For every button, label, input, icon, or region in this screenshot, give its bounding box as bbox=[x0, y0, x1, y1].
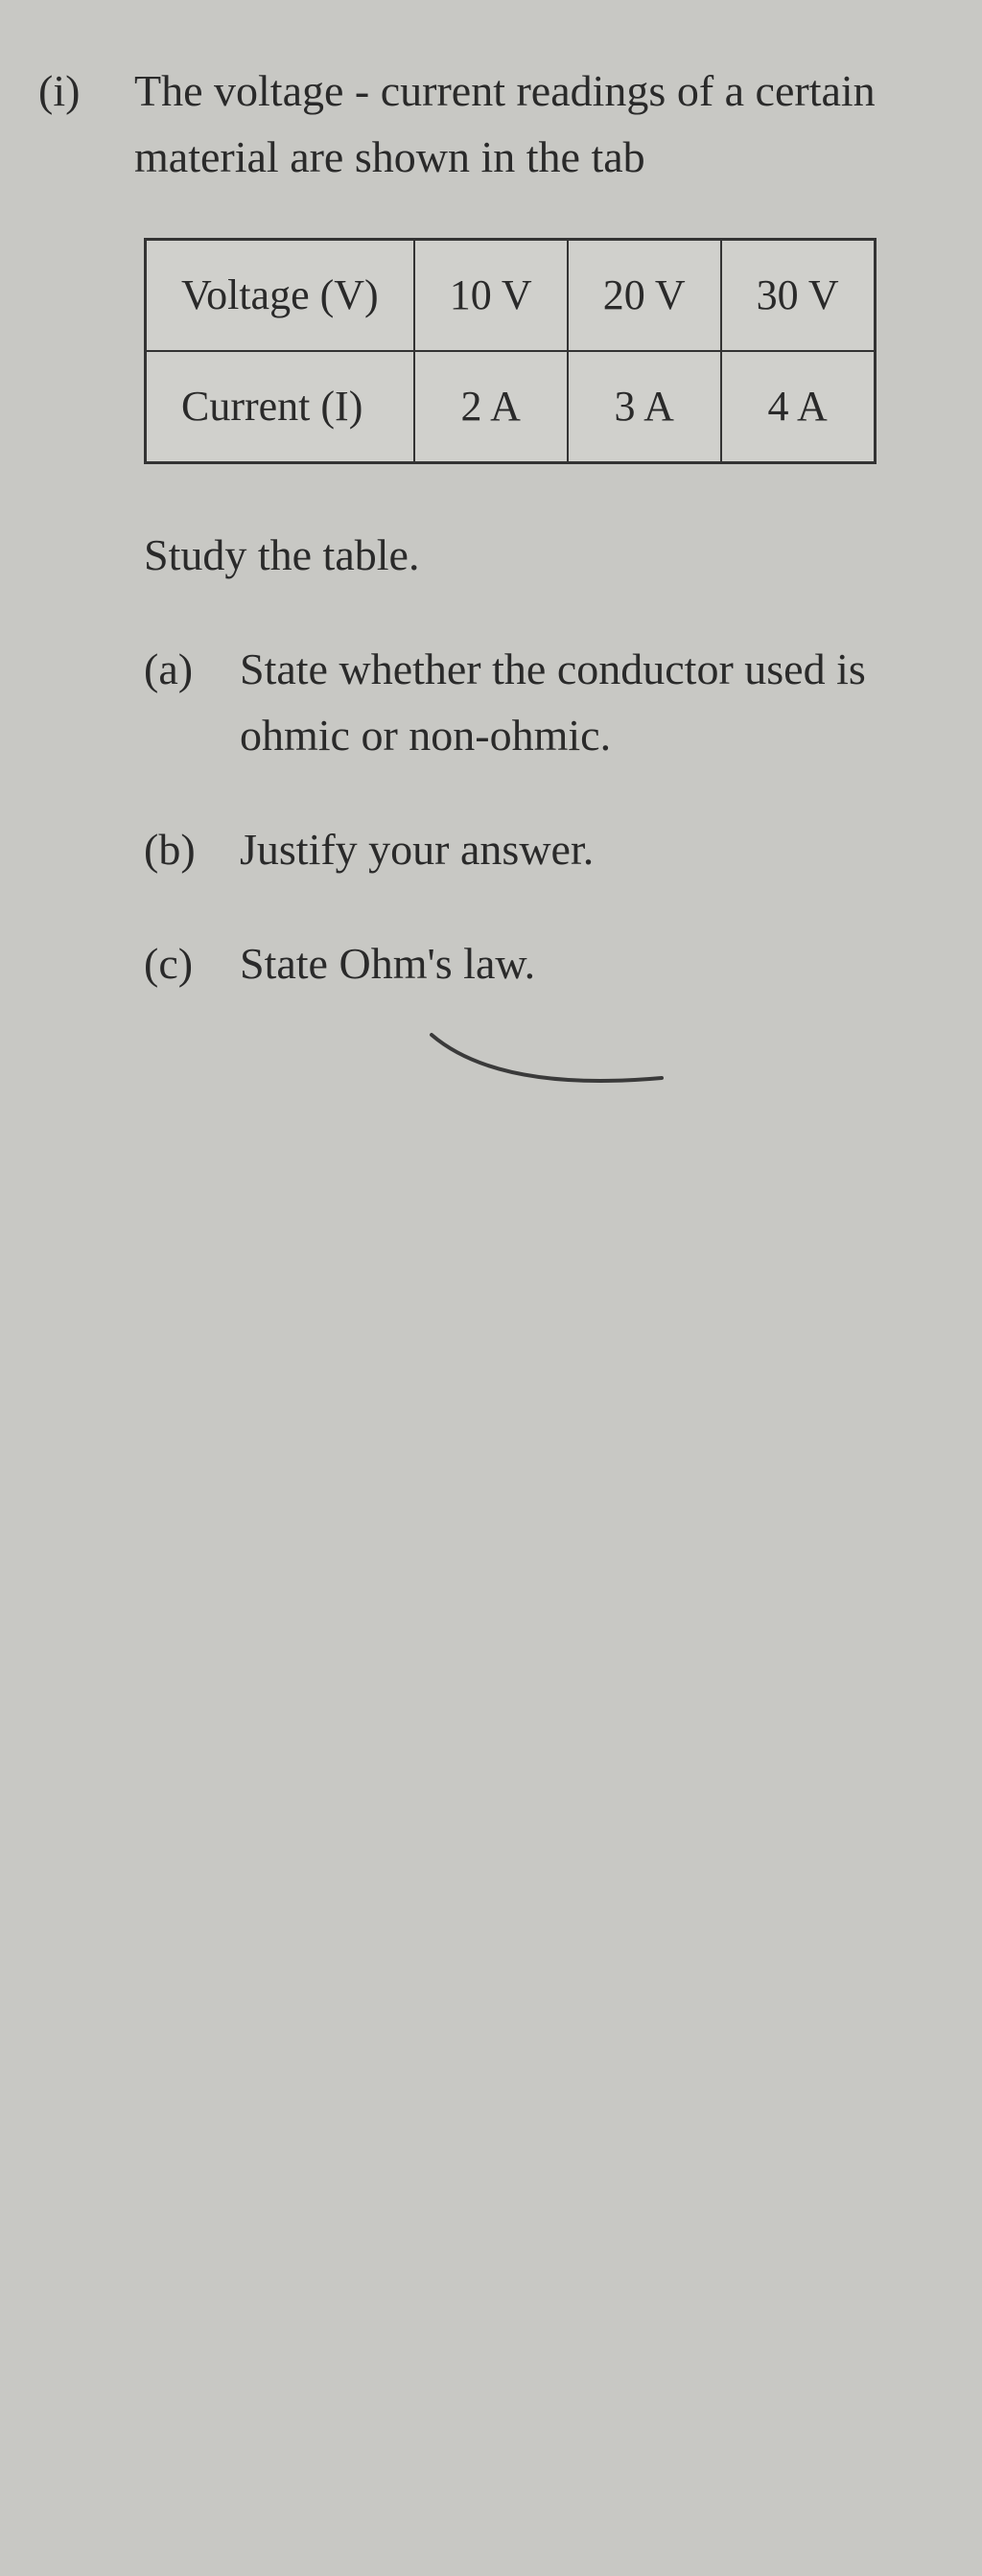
sub-question-b: (b) Justify your answer. bbox=[144, 816, 944, 882]
voltage-current-table: Voltage (V) 10 V 20 V 30 V Current (I) 2… bbox=[144, 238, 877, 464]
question-text: The voltage - current readings of a cert… bbox=[134, 58, 944, 190]
sub-marker: (c) bbox=[144, 930, 240, 996]
main-question: (i) The voltage - current readings of a … bbox=[38, 58, 944, 190]
row-header-current: Current (I) bbox=[146, 351, 414, 463]
data-table-wrapper: Voltage (V) 10 V 20 V 30 V Current (I) 2… bbox=[144, 238, 944, 464]
table-cell: 30 V bbox=[721, 240, 875, 352]
table-cell: 3 A bbox=[568, 351, 721, 463]
sub-text: State Ohm's law. bbox=[240, 930, 944, 996]
table-row: Voltage (V) 10 V 20 V 30 V bbox=[146, 240, 876, 352]
pen-curve-mark bbox=[422, 1025, 944, 1120]
table-cell: 4 A bbox=[721, 351, 875, 463]
sub-text: State whether the conductor used is ohmi… bbox=[240, 636, 944, 768]
sub-marker: (b) bbox=[144, 816, 240, 882]
table-cell: 20 V bbox=[568, 240, 721, 352]
sub-marker: (a) bbox=[144, 636, 240, 702]
table-row: Current (I) 2 A 3 A 4 A bbox=[146, 351, 876, 463]
sub-text: Justify your answer. bbox=[240, 816, 944, 882]
sub-question-a: (a) State whether the conductor used is … bbox=[144, 636, 944, 768]
question-marker: (i) bbox=[38, 58, 134, 124]
study-instruction: Study the table. bbox=[144, 522, 944, 588]
sub-question-c: (c) State Ohm's law. bbox=[144, 930, 944, 996]
curve-icon bbox=[422, 1025, 671, 1102]
row-header-voltage: Voltage (V) bbox=[146, 240, 414, 352]
table-cell: 2 A bbox=[414, 351, 568, 463]
table-cell: 10 V bbox=[414, 240, 568, 352]
